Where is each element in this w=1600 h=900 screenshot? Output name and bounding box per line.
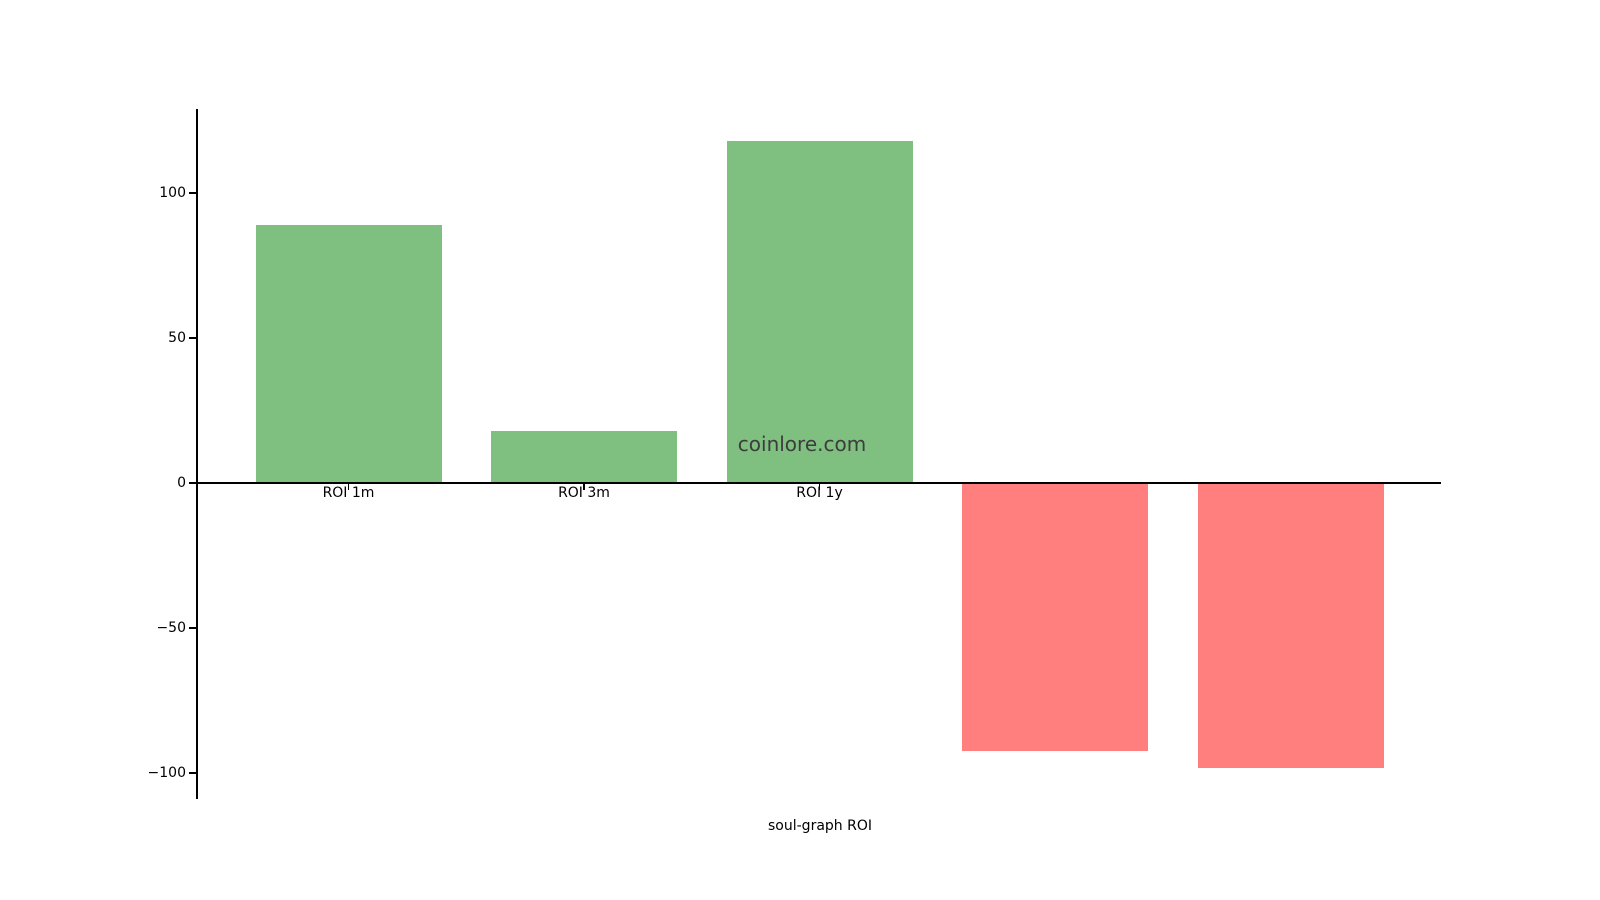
x-tick-mark bbox=[583, 483, 585, 490]
x-tick-label: ROI 1y bbox=[796, 485, 843, 501]
y-tick-mark bbox=[189, 337, 196, 339]
y-axis-spine bbox=[196, 108, 198, 800]
y-tick-mark bbox=[189, 192, 196, 194]
x-axis-line bbox=[196, 482, 1441, 484]
bar-5 bbox=[1197, 484, 1384, 769]
y-tick-label: 100 bbox=[159, 184, 186, 201]
y-tick-label: 0 bbox=[177, 474, 186, 491]
x-axis-title: soul-graph ROI bbox=[768, 818, 872, 834]
y-tick-mark bbox=[189, 482, 196, 484]
bar-4 bbox=[962, 484, 1148, 751]
y-tick-label: 50 bbox=[168, 329, 186, 346]
bar-roi-1m bbox=[255, 224, 442, 483]
y-tick-label: −100 bbox=[147, 764, 186, 781]
x-tick-mark bbox=[347, 483, 350, 490]
y-tick-mark bbox=[189, 627, 196, 629]
bar-roi-1y bbox=[726, 140, 913, 483]
x-tick-mark bbox=[818, 483, 821, 490]
y-tick-label: −50 bbox=[156, 619, 186, 636]
watermark-text: coinlore.com bbox=[737, 432, 867, 456]
y-tick-mark bbox=[189, 772, 196, 774]
bar-roi-3m bbox=[491, 430, 677, 483]
x-tick-label: ROI 3m bbox=[558, 485, 610, 501]
x-tick-label: ROI 1m bbox=[322, 485, 375, 501]
